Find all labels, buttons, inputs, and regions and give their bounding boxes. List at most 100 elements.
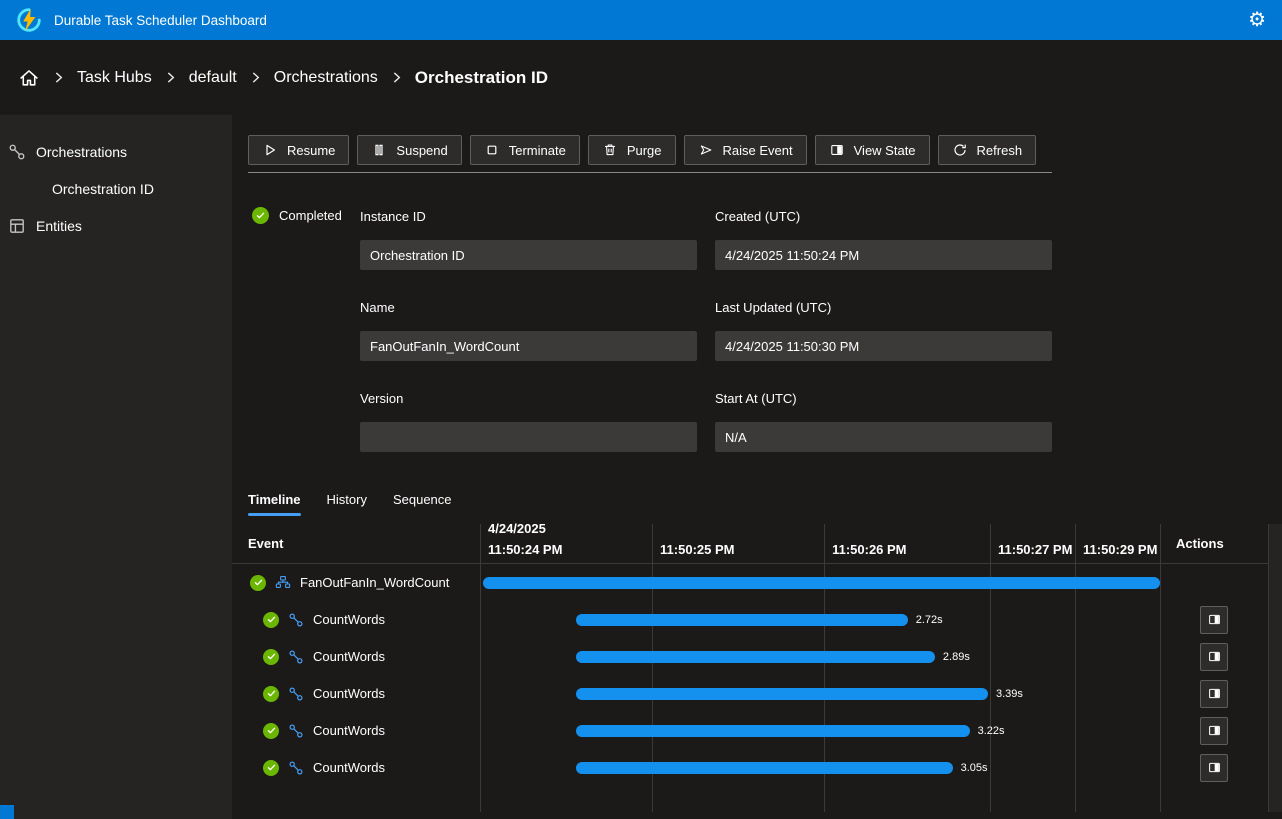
refresh-button[interactable]: Refresh (937, 135, 1037, 165)
duration-bar (575, 761, 953, 774)
bar-cell (480, 564, 1160, 601)
chevron-right-icon (390, 71, 403, 84)
timeline-scrollbar[interactable] (1268, 524, 1282, 812)
instance-id-input[interactable] (360, 240, 697, 270)
timeline-row: CountWords 2.72s (232, 601, 1282, 638)
button-label: Terminate (508, 142, 566, 158)
tab-history[interactable]: History (326, 492, 367, 507)
field-instance-id: Instance ID (360, 209, 697, 270)
send-icon (698, 142, 714, 158)
field-last-updated: Last Updated (UTC) (715, 300, 1052, 361)
created-input[interactable] (715, 240, 1052, 270)
entities-table-icon (8, 217, 26, 235)
app-logo-lightning-icon (16, 7, 42, 33)
event-name: CountWords (313, 723, 386, 738)
activity-icon (288, 649, 304, 665)
duration-bar (575, 613, 908, 626)
content: Resume Suspend Terminate (232, 115, 1282, 819)
bar-cell: 3.05s (480, 749, 1160, 786)
name-input[interactable] (360, 331, 697, 361)
actions-cell (1160, 712, 1268, 749)
event-cell: CountWords (232, 712, 480, 749)
breadcrumb-task-hubs[interactable]: Task Hubs (77, 68, 152, 86)
raise-event-button[interactable]: Raise Event (683, 135, 807, 165)
field-label: Start At (UTC) (715, 391, 797, 406)
resume-button[interactable]: Resume (248, 135, 350, 165)
event-cell: FanOutFanIn_WordCount (232, 564, 480, 601)
activity-icon (288, 686, 304, 702)
timeline-row: FanOutFanIn_WordCount (232, 564, 1282, 601)
row-view-state-button[interactable] (1200, 605, 1228, 634)
sidebar-bottom-accent (0, 805, 14, 819)
sidebar-item-entities[interactable]: Entities (0, 207, 232, 244)
duration-label: 3.05s (960, 761, 988, 774)
orchestration-details: Completed Instance ID Created (UTC) Name… (248, 207, 1068, 482)
settings-gear-icon[interactable]: ⚙ (1248, 9, 1266, 31)
sidebar-item-orchestrations[interactable]: Orchestrations (0, 133, 232, 170)
timeline-row: CountWords 2.89s (232, 638, 1282, 675)
field-label: Last Updated (UTC) (715, 300, 832, 315)
tick-date: 4/24/2025 (488, 521, 546, 536)
breadcrumb: Task Hubs default Orchestrations Orchest… (0, 40, 1282, 115)
timeline-row: CountWords 3.22s (232, 712, 1282, 749)
tab-sequence[interactable]: Sequence (392, 492, 452, 507)
purge-button[interactable]: Purge (587, 135, 676, 165)
event-name: FanOutFanIn_WordCount (300, 575, 450, 590)
chevron-right-icon (52, 71, 65, 84)
version-input[interactable] (360, 422, 697, 452)
button-label: Resume (287, 142, 336, 158)
timeline-header: Event 4/24/2025 11:50:24 PM 11:50:25 PM 1… (232, 521, 1282, 564)
last-updated-input[interactable] (715, 331, 1052, 361)
event-name: CountWords (313, 686, 386, 701)
bar-cell: 3.39s (480, 675, 1160, 712)
field-label: Name (360, 300, 395, 315)
sidebar-item-orchestration-id[interactable]: Orchestration ID (0, 170, 232, 207)
tick-time: 11:50:26 PM (832, 542, 907, 557)
completed-check-icon (263, 611, 279, 628)
axis-tick: 11:50:25 PM (652, 542, 734, 557)
duration-bar (575, 724, 970, 737)
axis-tick: 11:50:27 PM (990, 542, 1072, 557)
row-view-state-button[interactable] (1200, 716, 1228, 745)
event-name: CountWords (313, 612, 386, 627)
breadcrumb-current: Orchestration ID (414, 67, 548, 87)
event-name: CountWords (313, 649, 386, 664)
pause-icon (371, 142, 387, 158)
view-tabs: Timeline History Sequence (248, 488, 1282, 516)
app-title: Durable Task Scheduler Dashboard (54, 12, 267, 28)
row-view-state-button[interactable] (1200, 679, 1228, 708)
field-start-at: Start At (UTC) (715, 391, 1052, 452)
breadcrumb-default[interactable]: default (188, 68, 237, 86)
duration-bar (575, 687, 988, 700)
duration-label: 2.89s (942, 650, 970, 663)
event-cell: CountWords (232, 638, 480, 675)
field-created: Created (UTC) (715, 209, 1052, 270)
orchestrations-flow-icon (8, 143, 26, 161)
breadcrumb-orchestrations[interactable]: Orchestrations (273, 68, 378, 86)
button-label: Suspend (396, 142, 448, 158)
completed-check-icon (263, 685, 279, 702)
timeline-table: Event 4/24/2025 11:50:24 PM 11:50:25 PM 1… (232, 521, 1282, 812)
timeline-row: CountWords 3.39s (232, 675, 1282, 712)
duration-bar (482, 576, 1160, 589)
stop-icon (484, 142, 500, 158)
tab-timeline[interactable]: Timeline (248, 488, 301, 516)
sidebar-item-label: Orchestrations (36, 143, 128, 160)
start-at-input[interactable] (715, 422, 1052, 452)
refresh-icon (952, 142, 968, 158)
completed-check-icon (252, 207, 269, 224)
status-badge: Completed (252, 207, 342, 224)
tick-time: 11:50:25 PM (660, 542, 735, 557)
actions-cell (1160, 638, 1268, 675)
row-view-state-button[interactable] (1200, 753, 1228, 782)
row-view-state-button[interactable] (1200, 642, 1228, 671)
view-state-button[interactable]: View State (814, 135, 930, 165)
details-fields: Instance ID Created (UTC) Name Last Upda… (360, 209, 1068, 482)
bar-cell: 2.72s (480, 601, 1160, 638)
actions-cell (1160, 564, 1268, 601)
suspend-button[interactable]: Suspend (357, 135, 462, 165)
home-icon[interactable] (18, 67, 40, 89)
terminate-button[interactable]: Terminate (469, 135, 580, 165)
field-label: Instance ID (360, 209, 426, 224)
duration-label: 3.22s (977, 724, 1005, 737)
